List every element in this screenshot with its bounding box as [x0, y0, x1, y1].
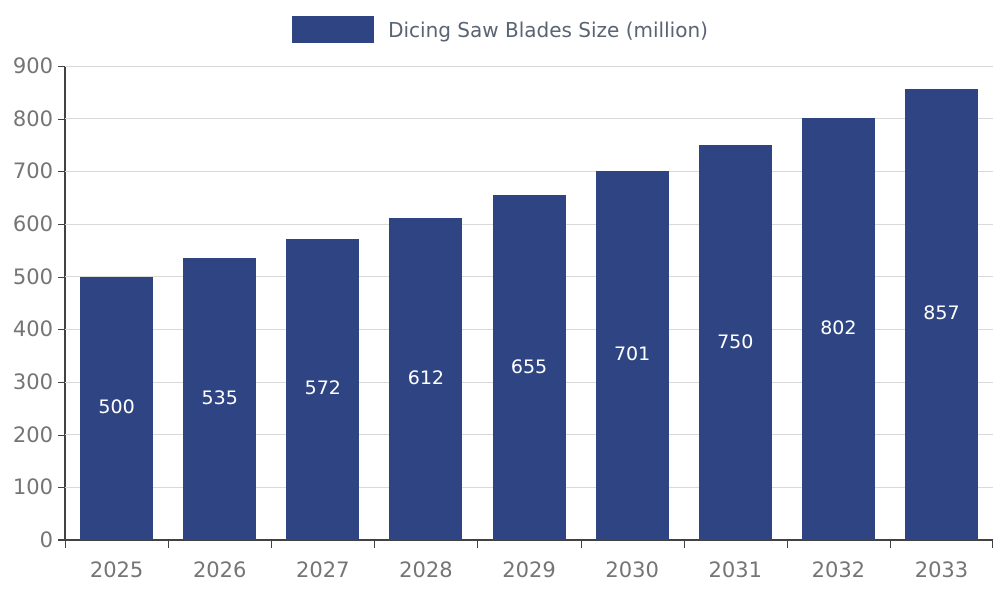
y-axis-tick — [58, 66, 64, 67]
y-axis-tick — [58, 276, 64, 278]
x-axis-tick — [65, 541, 66, 548]
x-tick-label: 2029 — [502, 558, 556, 582]
bar-2027 — [286, 238, 360, 540]
y-tick-label: 800 — [12, 106, 53, 131]
x-axis-tick — [374, 541, 376, 548]
x-axis-tick — [477, 541, 479, 548]
y-tick-label: 0 — [39, 528, 53, 552]
y-tick-label: 400 — [12, 317, 53, 342]
gridline — [65, 170, 993, 172]
plot-area: 0 100 200 300 400 500 600 700 800 900 500 2025 535 20… — [13, 54, 993, 582]
x-tick-label: 2032 — [811, 558, 866, 582]
y-tick-label: 900 — [12, 54, 53, 78]
bar-2031 — [698, 145, 772, 540]
x-tick-label: 2025 — [89, 558, 144, 582]
bar-value-label: 802 — [820, 316, 857, 339]
y-axis-tick — [58, 434, 64, 436]
bar-2032 — [801, 117, 875, 540]
gridline — [65, 65, 993, 67]
x-axis-tick — [271, 541, 273, 548]
bar-value-label: 612 — [407, 366, 444, 389]
bar-value-label: 701 — [613, 343, 651, 366]
x-tick-label: 2028 — [399, 558, 453, 582]
bar-value-label: 500 — [98, 396, 135, 419]
y-tick-label: 300 — [12, 370, 53, 394]
y-tick-label: 100 — [12, 475, 53, 500]
x-axis-tick — [683, 541, 685, 548]
bar-value-label: 750 — [717, 330, 754, 353]
y-axis-tick — [58, 118, 64, 120]
bar-2025 — [80, 276, 154, 540]
bar-value-label: 857 — [923, 302, 960, 325]
x-tick-label: 2033 — [914, 558, 969, 582]
x-tick-label: 2026 — [192, 558, 247, 582]
x-axis-tick — [168, 541, 170, 548]
y-axis-tick — [58, 329, 64, 331]
y-tick-label: 600 — [12, 212, 53, 236]
x-axis-tick — [786, 541, 788, 548]
bar-2028 — [389, 217, 463, 540]
y-axis-line — [64, 66, 66, 540]
bar-2029 — [492, 195, 566, 540]
x-axis-tick — [580, 541, 582, 548]
x-tick-label: 2030 — [605, 558, 659, 582]
y-axis-tick — [58, 540, 64, 541]
legend-swatch — [292, 16, 375, 43]
bar-2033 — [904, 88, 978, 540]
x-tick-label: 2027 — [296, 558, 350, 582]
y-axis-tick — [58, 382, 64, 383]
y-tick-label: 200 — [12, 422, 53, 447]
x-axis-line — [58, 539, 993, 541]
gridline — [65, 118, 993, 120]
y-tick-label: 500 — [12, 264, 53, 289]
y-axis-tick — [58, 224, 64, 225]
bar-value-label: 572 — [304, 377, 341, 400]
x-tick-label: 2031 — [708, 558, 762, 582]
bar-2030 — [595, 170, 669, 540]
legend-label: Dicing Saw Blades Size (million) — [388, 17, 708, 42]
y-axis-tick — [58, 487, 64, 489]
bar-2026 — [183, 258, 257, 540]
x-axis-tick — [992, 541, 993, 548]
bar-value-label: 535 — [201, 387, 238, 410]
y-tick-label: 700 — [12, 159, 53, 184]
x-axis-tick — [889, 541, 891, 548]
chart-legend: Dicing Saw Blades Size (million) — [0, 16, 1000, 43]
bar-value-label: 655 — [510, 355, 548, 378]
y-axis-tick — [58, 171, 64, 173]
